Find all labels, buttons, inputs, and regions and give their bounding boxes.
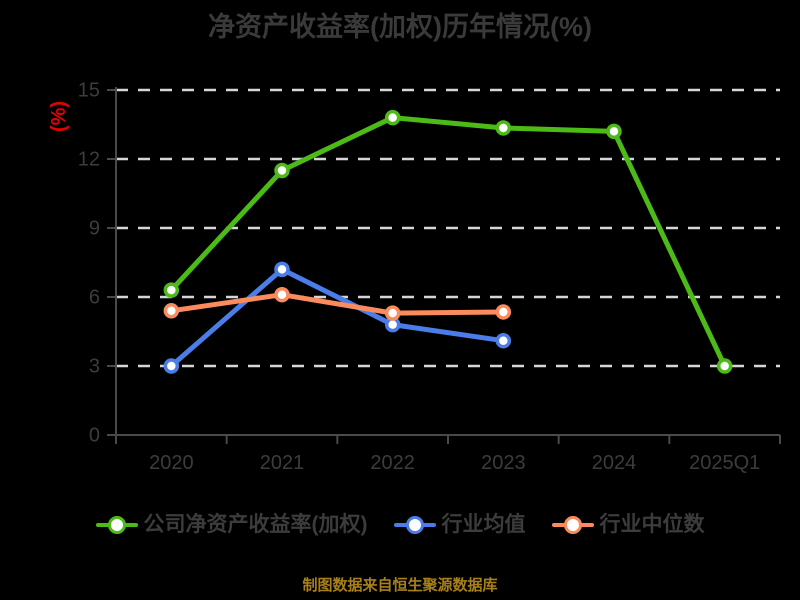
data-point-marker: [274, 286, 290, 303]
x-tick-label: 2023: [481, 452, 526, 474]
y-tick-label: 0: [89, 424, 100, 446]
y-tick-label: 6: [89, 286, 100, 308]
x-tick-label: 2022: [370, 452, 415, 474]
y-tick-label: 15: [78, 79, 100, 101]
plot-area: 0 3 6 9 12 15 2020 2021 2022 2023 2024 2025Q1: [78, 79, 781, 474]
y-tick-label: 9: [89, 217, 100, 239]
legend-label-industry-mean: 行业均值: [441, 513, 526, 536]
x-tick-label: 2024: [592, 452, 637, 474]
data-point-marker: [384, 109, 401, 126]
chart-legend: 公司净资产收益率(加权) 行业均值 行业中位数: [0, 512, 800, 538]
legend-marker-icon-company: [95, 512, 138, 538]
chart-title: 净资产收益率(加权)历年情况(%): [208, 12, 592, 42]
series-line-0: [168, 115, 728, 369]
legend-item-company[interactable]: 公司净资产收益率(加权): [95, 512, 368, 538]
y-tick-label: 3: [89, 355, 100, 377]
data-point-marker: [495, 120, 512, 136]
y-tick-label: 12: [78, 148, 100, 170]
data-point-marker: [384, 305, 401, 321]
x-tick-label: 2020: [149, 452, 194, 474]
legend-item-industry-mean[interactable]: 行业均值: [393, 512, 526, 538]
data-point-marker: [163, 303, 180, 319]
footer-source-note: 制图数据来自恒生聚源数据库: [302, 577, 498, 594]
data-point-marker: [716, 358, 733, 374]
data-point-marker: [495, 304, 512, 320]
legend-marker-icon-industry-median: [551, 512, 594, 538]
legend-label-industry-median: 行业中位数: [599, 513, 705, 536]
legend-item-industry-median[interactable]: 行业中位数: [551, 512, 705, 538]
data-point-marker: [163, 282, 180, 298]
data-point-marker: [274, 162, 290, 179]
legend-label-company: 公司净资产收益率(加权): [143, 513, 368, 536]
series-line-2: [168, 292, 506, 316]
data-point-marker: [163, 358, 180, 374]
legend-marker-icon-industry-mean: [393, 512, 436, 538]
data-point-marker: [606, 123, 622, 140]
x-tick-label: 2025Q1: [689, 452, 760, 474]
series-line-1: [168, 266, 506, 369]
data-point-marker: [495, 332, 512, 349]
data-point-marker: [274, 261, 290, 278]
x-tick-label: 2021: [260, 452, 305, 474]
